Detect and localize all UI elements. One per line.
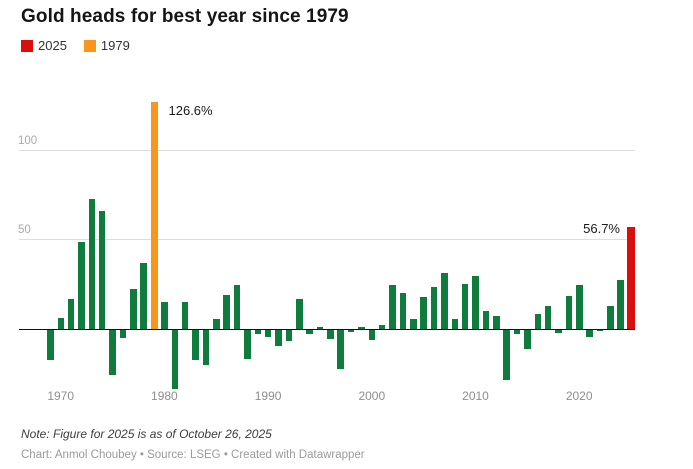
x-axis-label-2010: 2010 xyxy=(462,389,489,403)
x-axis-label-1990: 1990 xyxy=(254,389,282,403)
bar-1990[interactable] xyxy=(264,330,272,337)
bar-2012[interactable] xyxy=(493,316,500,329)
bar-1998[interactable] xyxy=(347,330,355,332)
x-axis-label-2000: 2000 xyxy=(358,389,386,403)
bar-2007[interactable] xyxy=(441,272,448,329)
legend-swatch-2025-icon xyxy=(21,39,33,52)
bar-2010[interactable] xyxy=(472,276,479,329)
bar-1978[interactable] xyxy=(140,262,147,329)
bar-2003[interactable] xyxy=(399,293,407,329)
y-axis-label-100: 100 xyxy=(18,134,38,147)
annotation-1979: 126.6% xyxy=(168,102,213,118)
bar-1992[interactable] xyxy=(285,330,293,341)
bar-2002[interactable] xyxy=(389,284,396,329)
bar-1996[interactable] xyxy=(327,330,334,339)
bar-1988[interactable] xyxy=(244,330,251,359)
bar-2024[interactable] xyxy=(617,280,624,329)
chart-credit[interactable]: Chart: Anmol Choubey • Source: LSEG • Cr… xyxy=(21,449,365,461)
legend-item-1979: 1979 xyxy=(83,38,130,53)
bar-2021[interactable] xyxy=(586,330,593,337)
bar-2020[interactable] xyxy=(576,284,583,329)
bar-1986[interactable] xyxy=(223,294,230,329)
bar-1984[interactable] xyxy=(202,330,210,365)
legend-item-2025: 2025 xyxy=(21,38,67,53)
bar-2011[interactable] xyxy=(482,310,490,329)
zero-baseline xyxy=(19,329,635,331)
bar-2023[interactable] xyxy=(607,305,614,329)
bar-1980[interactable] xyxy=(161,301,168,329)
bar-1977[interactable] xyxy=(130,288,137,329)
legend-swatch-1979-icon xyxy=(83,39,96,52)
bar-2006[interactable] xyxy=(430,287,438,329)
bar-1976[interactable] xyxy=(119,330,127,338)
x-axis-label-1970: 1970 xyxy=(47,389,75,403)
legend-label-1979: 1979 xyxy=(100,38,130,53)
bar-1999[interactable] xyxy=(358,327,365,329)
bar-1973[interactable] xyxy=(88,198,96,329)
bar-2000[interactable] xyxy=(368,330,375,341)
chart-title: Gold heads for best year since 1979 xyxy=(21,6,349,27)
bar-1975[interactable] xyxy=(109,330,116,375)
legend: 2025 1979 xyxy=(21,38,130,53)
x-axis-label-1980: 1980 xyxy=(151,389,178,403)
bar-2009[interactable] xyxy=(461,284,469,329)
bar-1989[interactable] xyxy=(254,330,261,335)
gridline-y-50 xyxy=(19,239,635,241)
bar-1983[interactable] xyxy=(192,330,199,360)
bar-1981[interactable] xyxy=(171,330,178,389)
bar-2004[interactable] xyxy=(410,319,417,329)
bar-1997[interactable] xyxy=(337,330,344,369)
bar-2016[interactable] xyxy=(534,313,541,329)
annotation-2025: 56.7% xyxy=(583,221,620,237)
bar-2013[interactable] xyxy=(503,330,510,381)
bar-2005[interactable] xyxy=(420,297,427,329)
bar-2015[interactable] xyxy=(524,330,531,350)
bar-2017[interactable] xyxy=(544,305,552,329)
bar-1970[interactable] xyxy=(57,318,64,329)
chart-note: Note: Figure for 2025 is as of October 2… xyxy=(21,427,272,441)
bar-2025[interactable] xyxy=(627,227,635,329)
bar-1982[interactable] xyxy=(181,302,189,329)
bar-1994[interactable] xyxy=(306,330,313,335)
x-axis-label-2020: 2020 xyxy=(565,389,593,403)
bar-2014[interactable] xyxy=(513,330,521,335)
bar-1985[interactable] xyxy=(213,318,220,329)
bar-1971[interactable] xyxy=(67,299,75,329)
bar-2022[interactable] xyxy=(596,330,604,332)
bar-1969[interactable] xyxy=(47,330,54,360)
legend-label-2025: 2025 xyxy=(38,38,67,53)
bar-2001[interactable] xyxy=(378,324,386,329)
bar-2018[interactable] xyxy=(555,330,562,334)
gridline-y-100 xyxy=(19,149,635,151)
bar-2008[interactable] xyxy=(451,319,458,329)
bar-1995[interactable] xyxy=(316,327,324,329)
bar-1987[interactable] xyxy=(233,285,241,329)
y-axis-label-50: 50 xyxy=(18,224,31,237)
bar-1974[interactable] xyxy=(98,210,106,329)
bar-1979[interactable] xyxy=(150,101,158,329)
bar-1993[interactable] xyxy=(296,298,303,329)
bar-1972[interactable] xyxy=(78,241,85,329)
bar-2019[interactable] xyxy=(565,296,573,329)
bar-1991[interactable] xyxy=(275,330,282,346)
